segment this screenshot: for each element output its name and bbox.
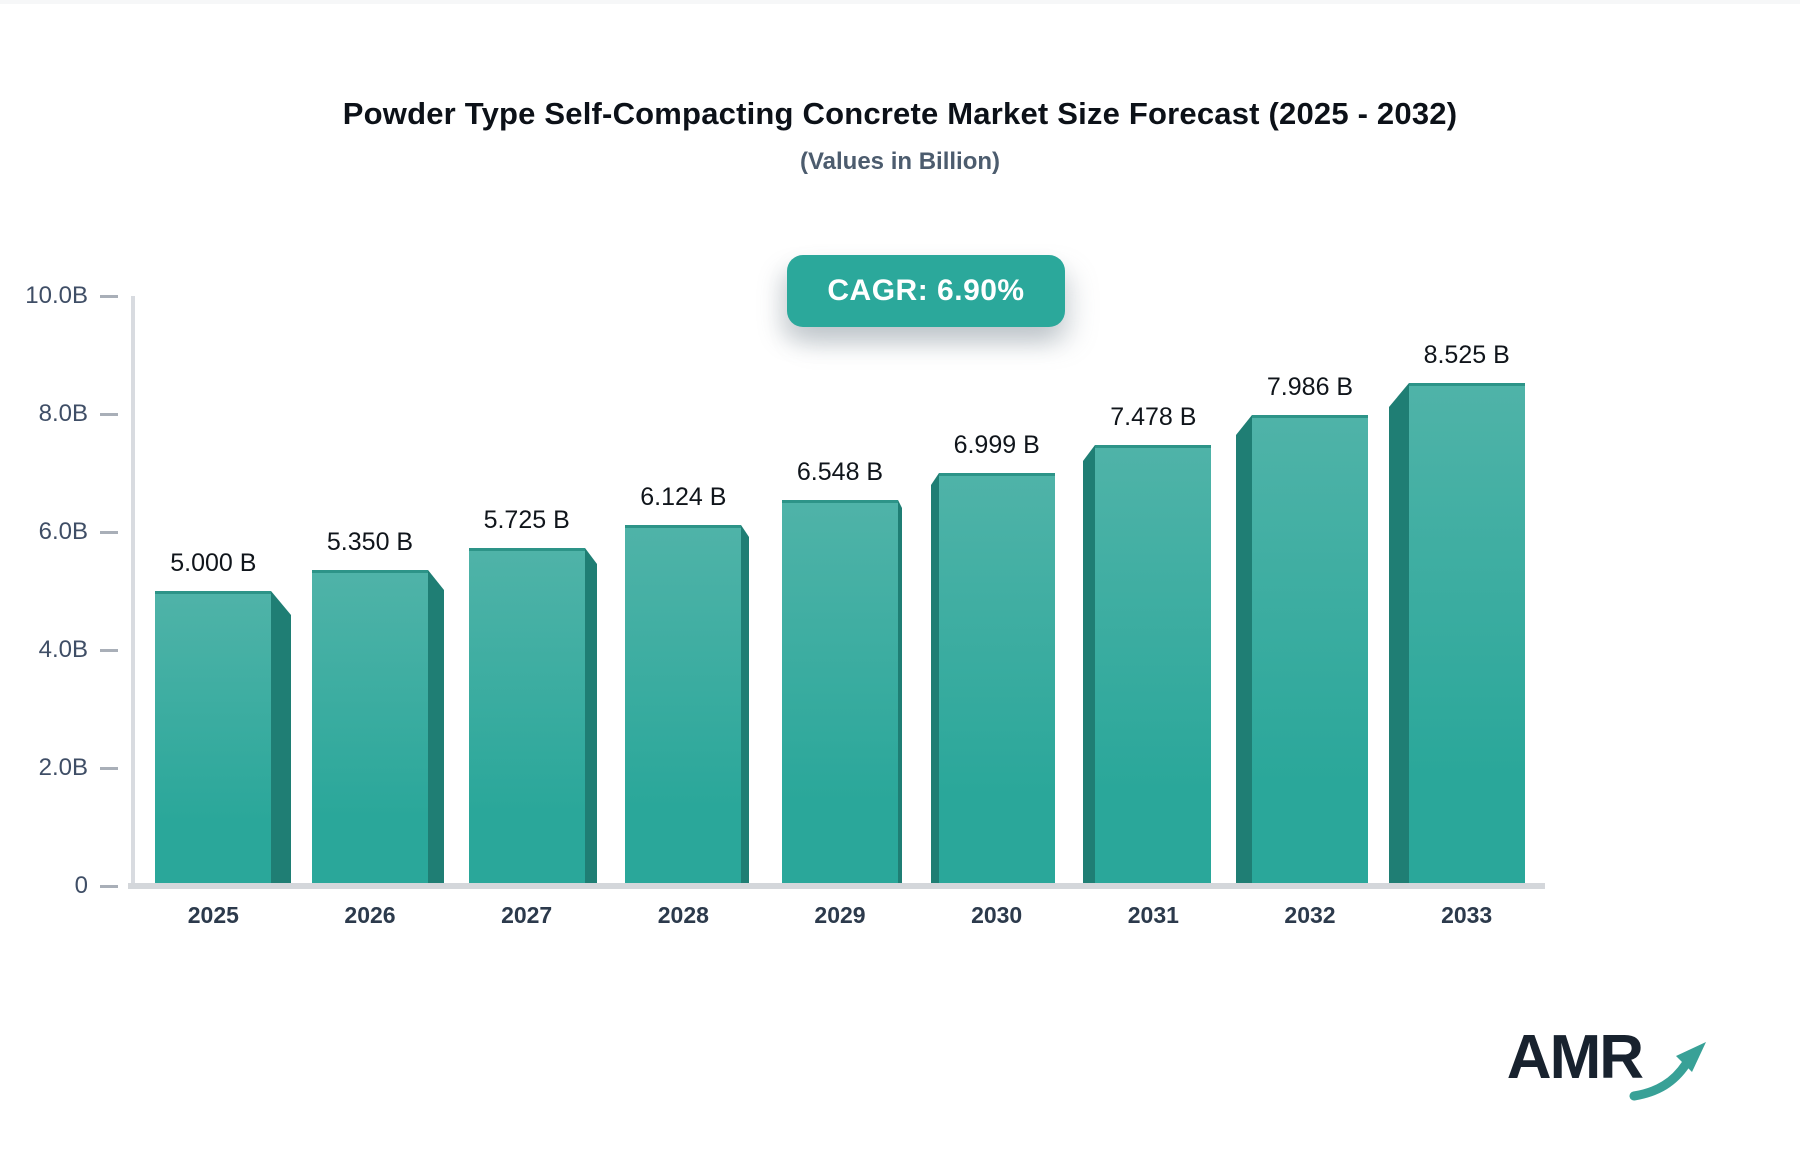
bar-3d-side (585, 548, 597, 886)
x-axis-label: 2030 (971, 902, 1023, 928)
y-tick-label: 0 (74, 872, 88, 899)
bar-value-label: 6.999 B (953, 431, 1040, 459)
bar (1252, 415, 1368, 886)
bar-value-label: 7.478 B (1110, 403, 1197, 431)
y-tick-label: 4.0B (38, 636, 88, 663)
y-tick-label: 8.0B (38, 400, 88, 427)
y-axis-line (131, 296, 135, 886)
top-border-strip (0, 0, 1800, 4)
growth-arrow-icon (1629, 1042, 1706, 1101)
y-tick-label: 2.0B (38, 754, 88, 781)
bar (782, 500, 898, 886)
bar-value-label: 5.000 B (170, 549, 257, 577)
bar-value-label: 7.986 B (1266, 373, 1354, 401)
amr-logo-text: AMR (1506, 1023, 1644, 1092)
bar-3d-side (271, 591, 291, 886)
chart-title: Powder Type Self-Compacting Concrete Mar… (342, 96, 1458, 131)
cagr-badge: CAGR: 6.90% (787, 255, 1065, 327)
bar-3d-side (898, 500, 902, 886)
bar-3d-side (1083, 445, 1095, 886)
bar-value-label: 5.725 B (483, 506, 570, 534)
bar-3d-side (741, 525, 749, 886)
x-axis-baseline (128, 883, 1545, 889)
x-axis-label: 2033 (1441, 902, 1493, 928)
x-axis-label: 2028 (657, 902, 709, 928)
x-axis-label: 2027 (501, 902, 553, 928)
y-tick-mark (100, 648, 118, 652)
amr-logo: AMR (1507, 1026, 1708, 1104)
bar-3d-side (1389, 383, 1409, 886)
y-tick-label: 10.0B (25, 282, 88, 309)
bar-value-label: 5.350 B (326, 528, 414, 556)
x-axis-label: 2025 (187, 902, 239, 928)
x-axis-label: 2031 (1127, 902, 1179, 928)
y-tick-label: 6.0B (38, 518, 88, 545)
y-tick-mark (100, 530, 118, 534)
y-tick-mark (100, 884, 118, 888)
bar (155, 591, 271, 886)
bar (939, 473, 1055, 886)
bar-value-label: 6.548 B (796, 458, 884, 486)
bar (1409, 383, 1525, 886)
y-tick-mark (100, 412, 118, 416)
bar-value-label: 8.525 B (1423, 341, 1510, 369)
bar-3d-side (931, 473, 939, 886)
bar (312, 570, 428, 886)
bar (469, 548, 585, 886)
x-axis-label: 2032 (1284, 902, 1336, 928)
bar (1095, 445, 1211, 886)
y-tick-mark (100, 294, 118, 298)
x-axis-label: 2026 (344, 902, 396, 928)
bar-3d-side (1236, 415, 1252, 886)
chart-subtitle: (Values in Billion) (799, 148, 1001, 175)
x-axis-label: 2029 (814, 902, 866, 928)
bar-value-label: 6.124 B (640, 483, 727, 511)
bar (625, 525, 741, 886)
bar-3d-side (428, 570, 444, 886)
cagr-badge-label: CAGR: 6.90% (827, 274, 1025, 307)
y-tick-mark (100, 766, 118, 770)
